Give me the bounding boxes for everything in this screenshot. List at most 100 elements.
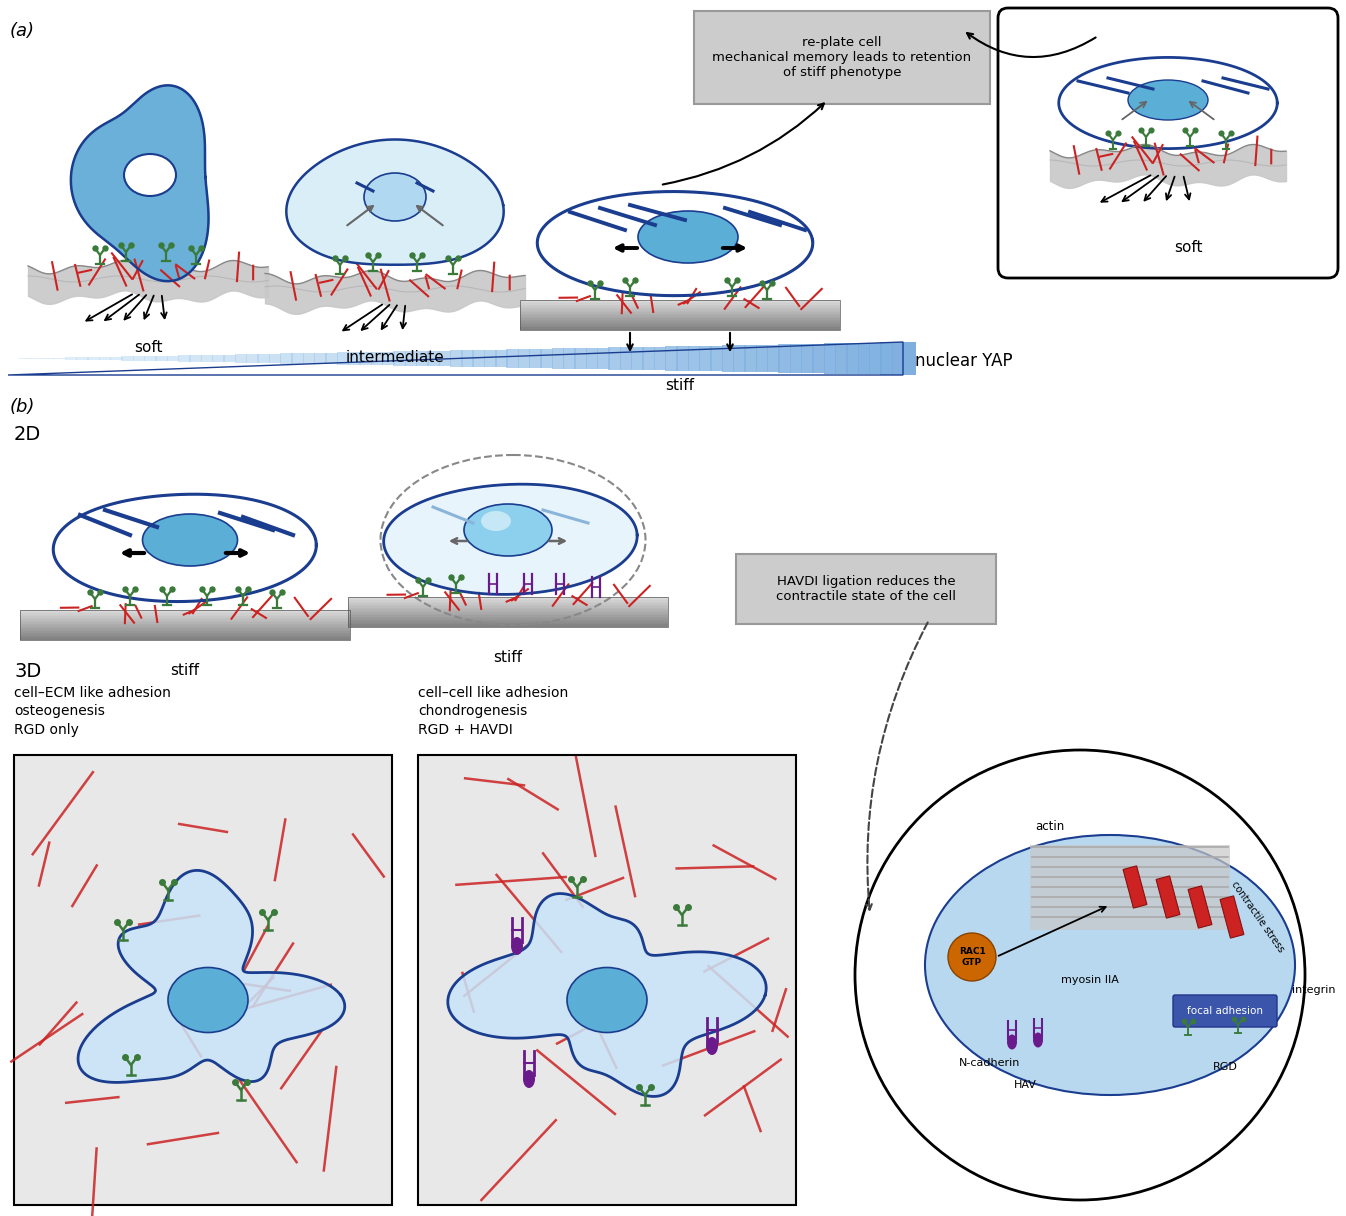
Bar [520,326,840,327]
Text: focal adhesion: focal adhesion [1187,1006,1263,1017]
Bar [880,343,892,375]
Bar [439,350,451,366]
Bar [721,345,735,372]
Bar [42,358,55,359]
Bar [223,355,236,362]
Bar [20,614,350,617]
Bar [20,630,350,631]
Bar [20,631,350,632]
Polygon shape [287,140,503,265]
Circle shape [948,933,996,981]
Text: N-cadherin: N-cadherin [960,1058,1020,1068]
Bar [699,345,712,371]
Bar [20,624,350,625]
Bar [472,350,485,367]
Bar [20,636,350,637]
Polygon shape [71,85,209,281]
Bar [20,623,350,624]
Circle shape [855,750,1306,1200]
FancyBboxPatch shape [736,554,996,624]
Bar [326,353,338,365]
Polygon shape [537,192,813,295]
Bar [155,356,168,361]
Bar [520,328,840,330]
Bar [520,306,840,308]
Text: stiff: stiff [494,651,522,665]
Bar [642,347,656,370]
Bar [349,603,668,604]
Bar [87,358,100,360]
Polygon shape [1059,57,1277,148]
Text: (b): (b) [9,398,35,416]
Bar [20,610,350,640]
Bar [349,619,668,621]
Bar [520,321,840,322]
Ellipse shape [567,968,647,1032]
Ellipse shape [1128,80,1207,120]
Bar [144,356,156,361]
Bar [903,342,915,375]
Bar [349,624,668,625]
Ellipse shape [481,511,511,531]
Ellipse shape [1007,1035,1018,1049]
Text: intermediate: intermediate [346,350,444,365]
Polygon shape [1219,896,1244,938]
Bar [54,358,66,360]
Polygon shape [54,494,316,602]
Bar [654,347,666,371]
Bar [541,349,553,368]
Bar [563,348,576,368]
FancyBboxPatch shape [997,9,1338,278]
Polygon shape [1123,866,1147,908]
Bar [518,349,530,368]
Bar [619,348,633,370]
Ellipse shape [707,1037,717,1055]
Bar [291,354,304,364]
Text: stiff: stiff [171,663,199,679]
Bar [349,615,668,617]
Bar [349,599,668,602]
Text: re-plate cell
mechanical memory leads to retention
of stiff phenotype: re-plate cell mechanical memory leads to… [712,36,972,79]
Polygon shape [384,484,637,595]
Bar [20,612,350,613]
Bar [211,355,225,362]
Ellipse shape [511,938,524,955]
Bar [20,634,350,636]
Bar [349,602,668,603]
Bar [495,349,507,367]
Bar [520,304,840,306]
Bar [462,350,474,367]
Text: HAV: HAV [1014,1080,1036,1090]
Bar [405,351,417,366]
Bar [98,356,112,360]
Ellipse shape [1032,1032,1043,1047]
Text: stiff: stiff [665,378,695,393]
Bar [778,344,791,372]
Bar [891,342,905,375]
Bar [506,349,520,367]
Bar [167,355,179,361]
Bar [20,637,350,638]
Bar [121,356,135,361]
Bar [349,604,668,606]
Bar [767,344,779,372]
Ellipse shape [124,154,176,196]
Bar [520,302,840,303]
Bar [349,598,668,601]
Bar [824,343,836,373]
Text: 2D: 2D [13,426,42,444]
Bar [178,355,191,361]
Bar [349,618,668,620]
Bar [336,353,349,365]
Bar [20,625,350,626]
Bar [520,300,840,330]
Bar [20,620,350,623]
Bar [269,354,281,364]
Bar [190,355,202,362]
Text: soft: soft [133,340,163,355]
Bar [133,356,145,361]
Text: myosin IIA: myosin IIA [1061,975,1119,985]
Bar [847,343,859,375]
Bar [755,344,769,372]
Bar [20,610,350,612]
